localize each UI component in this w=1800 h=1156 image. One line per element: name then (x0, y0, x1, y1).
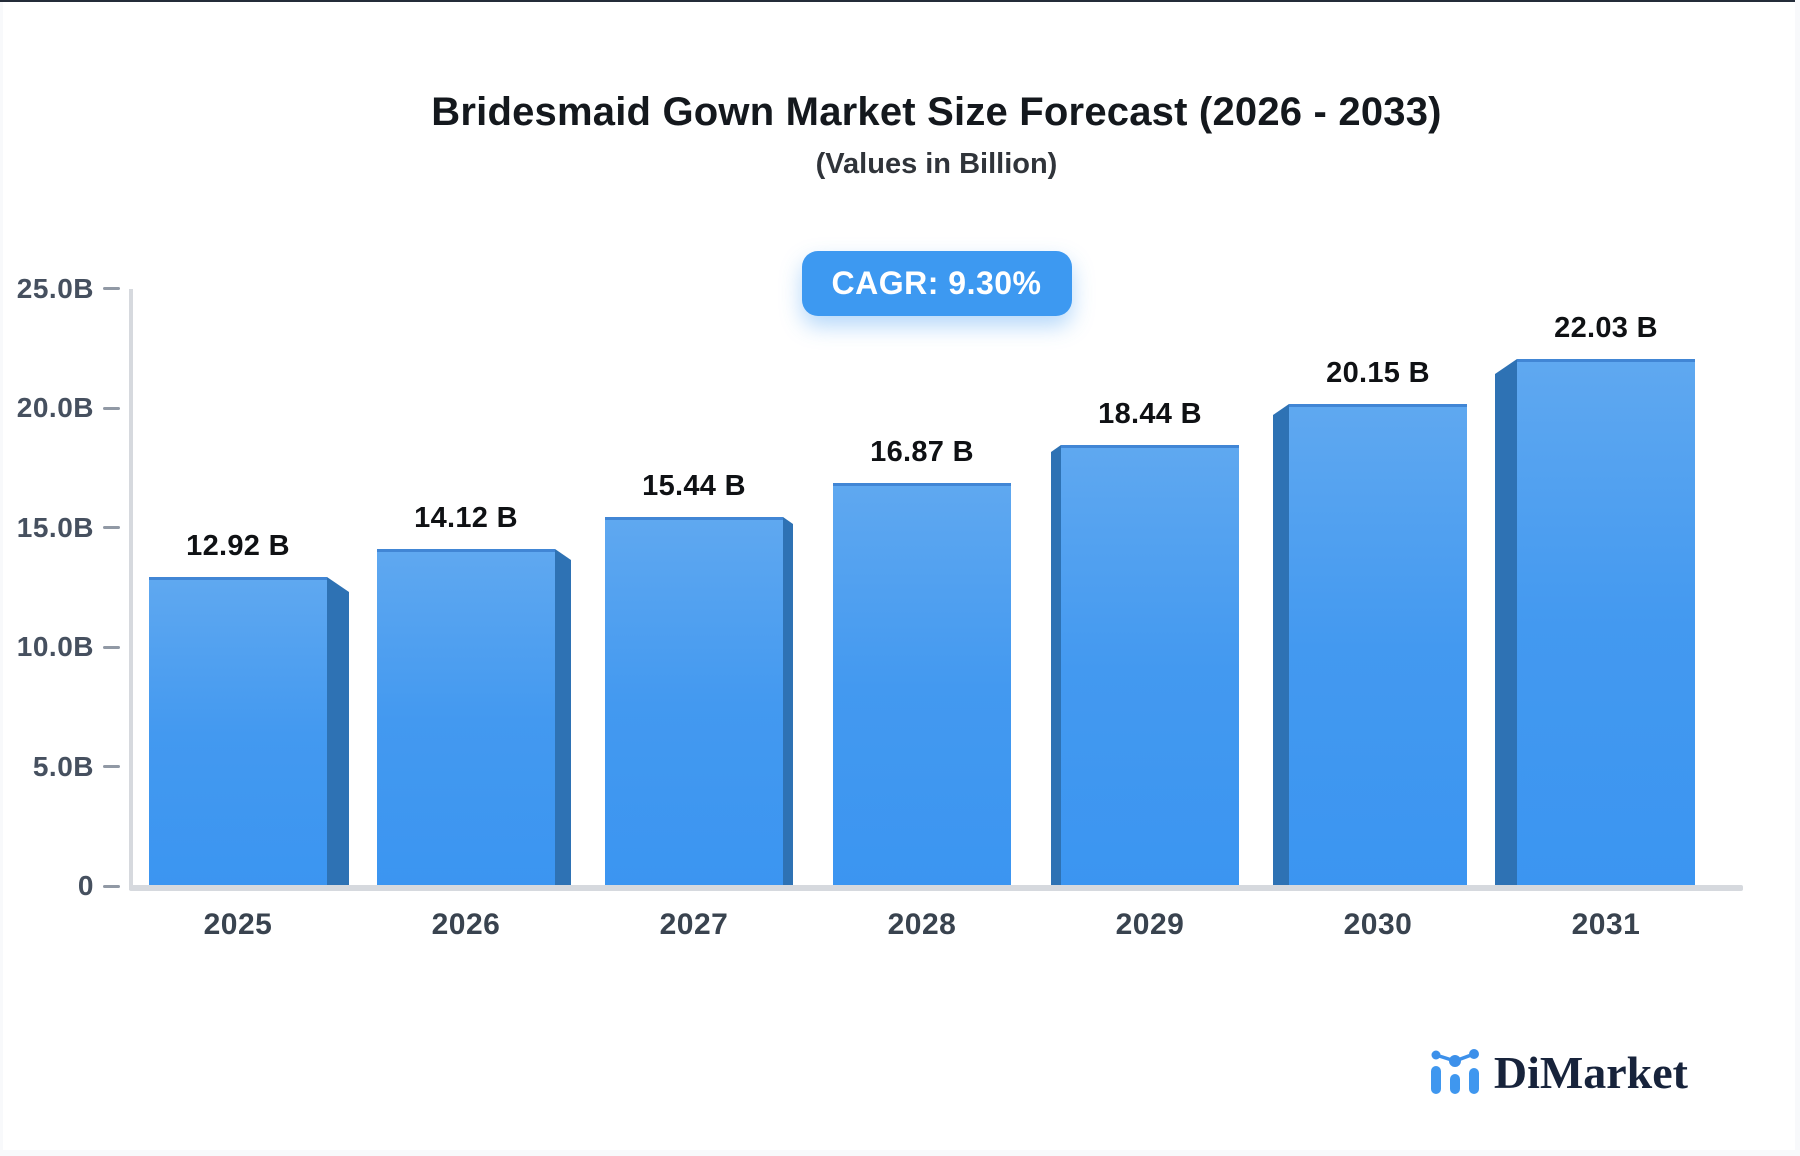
y-axis-tick-mark (103, 645, 120, 649)
y-axis-tick-label: 10.0B (16, 631, 94, 662)
bar (605, 517, 783, 888)
bar (149, 577, 327, 888)
bar-3d-side (1051, 445, 1061, 888)
bar-3d-side (555, 549, 571, 888)
x-axis-baseline (129, 885, 1743, 891)
window-top-edge (0, 0, 1795, 2)
bar-value-label: 22.03 B (1554, 312, 1658, 344)
bar-3d-side (327, 577, 349, 888)
bar-3d-side (783, 517, 793, 888)
x-axis-label: 2030 (1343, 908, 1413, 941)
chart-subtitle: (Values in Billion) (815, 148, 1058, 180)
bar-value-label: 20.15 B (1326, 357, 1430, 389)
x-axis-label: 2031 (1571, 908, 1641, 941)
bar-line-chart-icon (1430, 1049, 1479, 1094)
chart-title: Bridesmaid Gown Market Size Forecast (20… (431, 90, 1442, 134)
x-axis-label: 2025 (203, 908, 273, 941)
bar-3d-side (1495, 359, 1517, 888)
y-axis-tick-mark (103, 287, 120, 290)
y-axis-line (129, 289, 133, 890)
bar (833, 483, 1011, 888)
cagr-badge: CAGR: 9.30% (801, 251, 1072, 316)
x-axis-label: 2029 (1115, 908, 1185, 941)
y-axis-tick-mark (103, 765, 120, 768)
y-axis-tick-mark (103, 406, 120, 410)
bar-value-label: 16.87 B (870, 436, 974, 468)
y-axis-tick-label: 5.0B (32, 750, 94, 782)
bar-value-label: 18.44 B (1098, 398, 1202, 430)
bar (1517, 359, 1695, 888)
bar-value-label: 12.92 B (186, 530, 290, 562)
bar (1061, 445, 1239, 888)
dimarket-logo: DiMarket (1428, 1046, 1688, 1100)
bar-value-label: 14.12 B (414, 502, 518, 534)
bar-3d-side (1273, 404, 1289, 888)
y-axis-tick-label: 20.0B (16, 392, 94, 423)
bar-value-label: 15.44 B (642, 470, 746, 502)
y-axis-tick-label: 25.0B (16, 272, 94, 304)
x-axis-label: 2028 (887, 908, 957, 941)
y-axis-tick-mark (103, 884, 120, 888)
y-axis-tick-mark (103, 526, 120, 529)
chart-header: Bridesmaid Gown Market Size Forecast (20… (130, 88, 1743, 316)
bar (1289, 404, 1467, 888)
x-axis-label: 2026 (431, 908, 501, 941)
bar (377, 549, 555, 888)
y-axis-tick-label: 15.0B (16, 511, 94, 543)
y-axis-tick-label: 0 (77, 870, 94, 901)
logo-brand-name: DiMarket (1493, 1047, 1688, 1098)
x-axis-label: 2027 (659, 908, 729, 941)
